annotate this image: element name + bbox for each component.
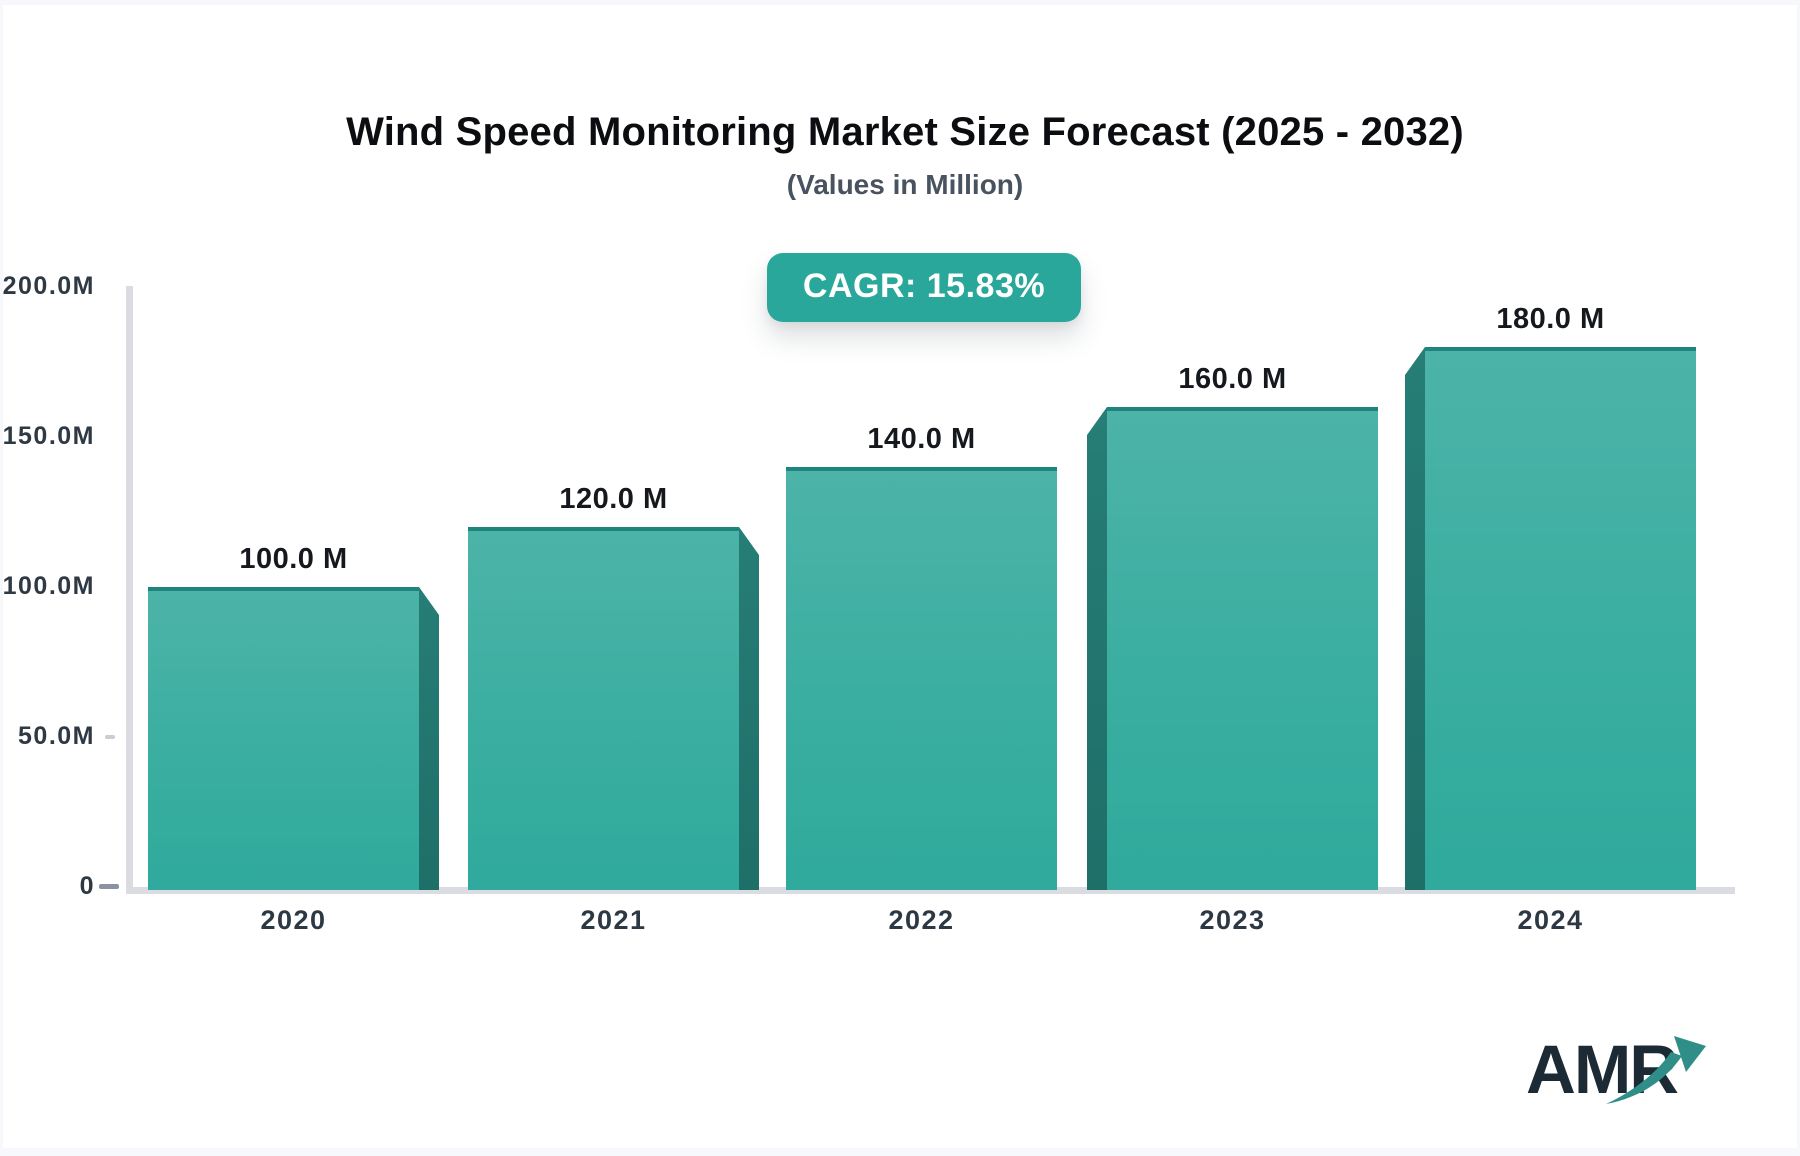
bar-value-label: 100.0 M xyxy=(239,543,348,575)
bar-value-label: 160.0 M xyxy=(1178,363,1287,395)
amr-logo-text: AMR xyxy=(1526,1031,1679,1108)
x-axis-label: 2024 xyxy=(1517,905,1584,935)
x-axis-label: 2021 xyxy=(580,905,647,935)
y-axis-tick xyxy=(99,884,119,889)
bar-value-label: 120.0 M xyxy=(559,483,668,515)
y-axis-tick xyxy=(105,735,115,739)
bar-side-3d xyxy=(1405,347,1425,890)
y-axis-label: 200.0M xyxy=(2,272,95,300)
bar-face xyxy=(468,527,739,890)
chart-header: Wind Speed Monitoring Market Size Foreca… xyxy=(0,0,1800,201)
y-axis-label: 100.0M xyxy=(2,572,95,600)
bar-value-label: 140.0 M xyxy=(867,423,976,455)
x-axis-label: 2020 xyxy=(260,905,327,935)
chart-title: Wind Speed Monitoring Market Size Foreca… xyxy=(346,110,1464,154)
bar-side-3d xyxy=(739,527,759,890)
y-axis-line xyxy=(126,286,133,894)
bar-face xyxy=(1425,347,1696,890)
bar-face xyxy=(786,467,1057,890)
y-axis-label: 50.0M xyxy=(18,722,95,750)
x-axis-label: 2022 xyxy=(888,905,955,935)
bar-side-3d xyxy=(419,587,439,890)
chart-subtitle: (Values in Million) xyxy=(786,169,1024,200)
y-axis-label: 0 xyxy=(79,872,95,900)
bar-face xyxy=(1107,407,1378,890)
x-axis-label: 2023 xyxy=(1199,905,1266,935)
x-axis-line xyxy=(126,887,1735,894)
cagr-badge-row: CAGR: 15.83% xyxy=(0,253,1800,322)
y-axis-label: 150.0M xyxy=(2,422,95,450)
bar-value-label: 180.0 M xyxy=(1496,303,1605,335)
amr-logo: AMR xyxy=(1526,1030,1711,1115)
growth-arrow-icon xyxy=(1606,1036,1706,1104)
bar-face xyxy=(148,587,419,890)
cagr-badge: CAGR: 15.83% xyxy=(766,253,1082,322)
bar-side-3d xyxy=(1087,407,1107,890)
